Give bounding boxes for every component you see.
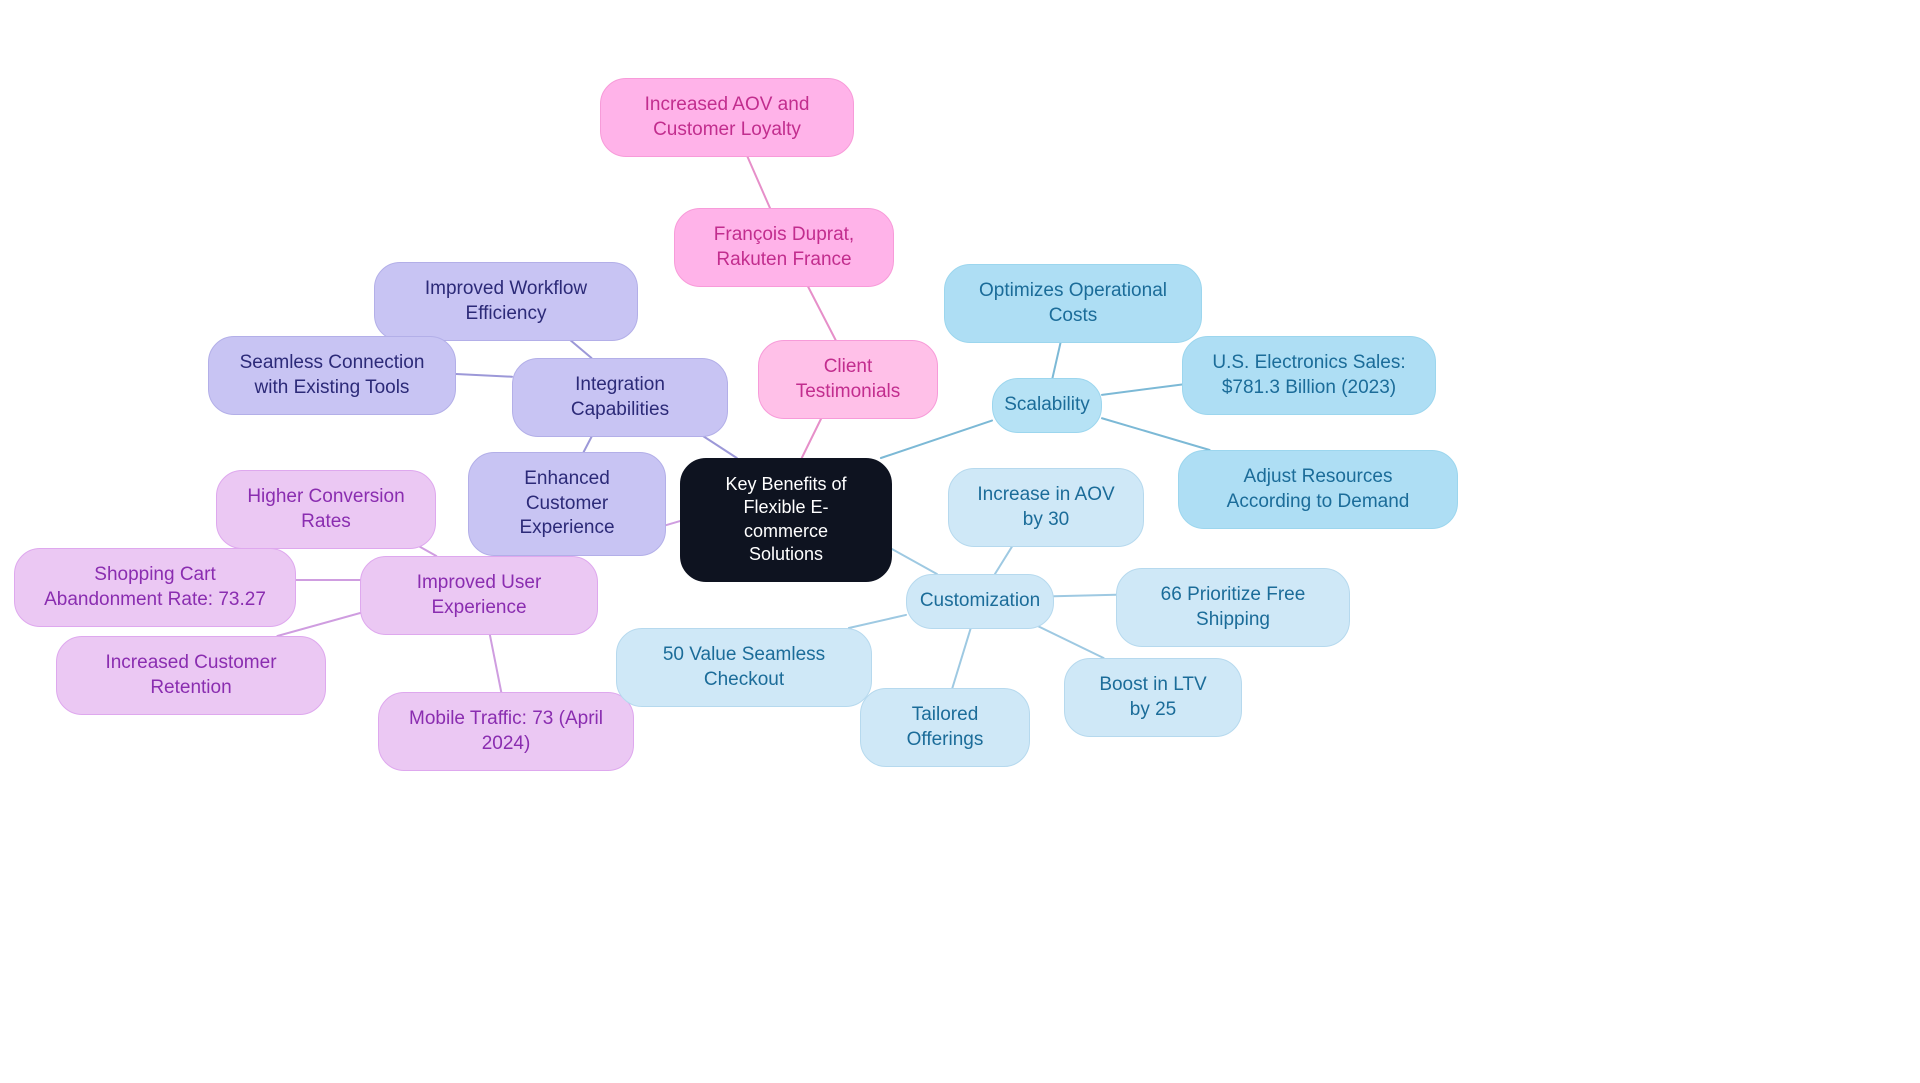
node-label: Optimizes Operational Costs xyxy=(969,279,1177,328)
node-aov30: Increase in AOV by 30 xyxy=(948,468,1144,547)
node-aov-loyalty: Increased AOV and Customer Loyalty xyxy=(600,78,854,157)
node-label: Seamless Connection with Existing Tools xyxy=(233,351,431,400)
node-label: François Duprat, Rakuten France xyxy=(699,223,869,272)
node-opt-costs: Optimizes Operational Costs xyxy=(944,264,1202,343)
node-integration: Integration Capabilities xyxy=(512,358,728,437)
node-improved-ux: Improved User Experience xyxy=(360,556,598,635)
node-mobile: Mobile Traffic: 73 (April 2024) xyxy=(378,692,634,771)
edge xyxy=(456,374,512,377)
node-ltv25: Boost in LTV by 25 xyxy=(1064,658,1242,737)
node-label: 66 Prioritize Free Shipping xyxy=(1141,583,1325,632)
node-label: Key Benefits of Flexible E-commerce Solu… xyxy=(705,473,867,567)
node-label: Enhanced Customer Experience xyxy=(493,467,641,541)
node-label: Client Testimonials xyxy=(783,355,913,404)
node-label: Higher Conversion Rates xyxy=(241,485,411,534)
node-tailored: Tailored Offerings xyxy=(860,688,1030,767)
node-label: Integration Capabilities xyxy=(537,373,703,422)
node-label: Customization xyxy=(920,589,1040,614)
edge xyxy=(952,622,972,688)
node-adjust-resources: Adjust Resources According to Demand xyxy=(1178,450,1458,529)
edge xyxy=(1102,418,1210,450)
node-label: Improved Workflow Efficiency xyxy=(399,277,613,326)
node-testimonials: Client Testimonials xyxy=(758,340,938,419)
node-label: Increased AOV and Customer Loyalty xyxy=(625,93,829,142)
node-label: Tailored Offerings xyxy=(885,703,1005,752)
edge xyxy=(881,421,992,458)
node-label: Increased Customer Retention xyxy=(81,651,301,700)
node-scalability: Scalability xyxy=(992,378,1102,433)
node-customization: Customization xyxy=(906,574,1054,629)
node-label: Boost in LTV by 25 xyxy=(1089,673,1217,722)
node-label: Improved User Experience xyxy=(385,571,573,620)
node-label: Mobile Traffic: 73 (April 2024) xyxy=(403,707,609,756)
node-label: Shopping Cart Abandonment Rate: 73.27 xyxy=(39,563,271,612)
edge xyxy=(1102,384,1182,394)
node-higher-conv: Higher Conversion Rates xyxy=(216,470,436,549)
node-duprat: François Duprat, Rakuten France xyxy=(674,208,894,287)
node-checkout: 50 Value Seamless Checkout xyxy=(616,628,872,707)
node-label: Scalability xyxy=(1004,393,1090,418)
node-seamless-tools: Seamless Connection with Existing Tools xyxy=(208,336,456,415)
node-cart-abandon: Shopping Cart Abandonment Rate: 73.27 xyxy=(14,548,296,627)
node-workflow: Improved Workflow Efficiency xyxy=(374,262,638,341)
node-enhanced-cx: Enhanced Customer Experience xyxy=(468,452,666,556)
node-label: Adjust Resources According to Demand xyxy=(1203,465,1433,514)
edge xyxy=(849,615,906,628)
node-free-shipping: 66 Prioritize Free Shipping xyxy=(1116,568,1350,647)
node-label: U.S. Electronics Sales: $781.3 Billion (… xyxy=(1207,351,1411,400)
node-label: 50 Value Seamless Checkout xyxy=(641,643,847,692)
node-label: Increase in AOV by 30 xyxy=(973,483,1119,532)
edge xyxy=(1029,622,1103,658)
edge xyxy=(1054,595,1116,596)
node-center: Key Benefits of Flexible E-commerce Solu… xyxy=(680,458,892,582)
node-us-electronics: U.S. Electronics Sales: $781.3 Billion (… xyxy=(1182,336,1436,415)
node-retention: Increased Customer Retention xyxy=(56,636,326,715)
